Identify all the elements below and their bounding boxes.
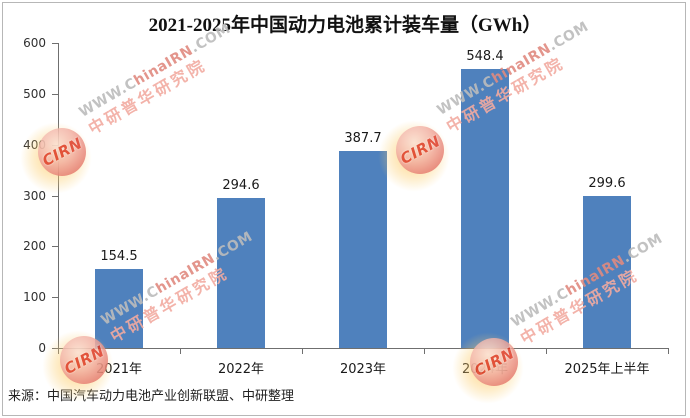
watermark-glow [20, 122, 92, 194]
y-axis-tick [52, 43, 58, 44]
x-axis-line [58, 348, 669, 349]
bar-value-label: 548.4 [466, 49, 504, 64]
bar-value-label: 294.6 [222, 178, 260, 193]
y-axis-line [58, 43, 59, 349]
cirn-logo-icon: CIRN [38, 128, 86, 176]
x-axis-label: 2021年 [95, 362, 143, 377]
source-note: 来源：中国汽车动力电池产业创新联盟、中研整理 [8, 389, 295, 404]
bar-value-label: 299.6 [588, 176, 626, 191]
y-axis-label: 100 [23, 290, 46, 304]
y-axis-tick [52, 297, 58, 298]
cirn-logo-text: CIRN [396, 132, 444, 168]
x-axis-tick [180, 349, 181, 354]
y-axis-label: 200 [23, 239, 46, 253]
x-axis-tick [302, 349, 303, 354]
watermark-glow [378, 120, 450, 192]
y-axis-tick [52, 94, 58, 95]
y-axis-label: 0 [38, 341, 46, 355]
y-axis-label: 400 [23, 138, 46, 152]
bar [339, 151, 387, 348]
watermark-text: WWW.ChinaIRN.COM 中研普华研究院 [76, 20, 244, 138]
y-axis-tick [52, 196, 58, 197]
x-axis-tick [668, 349, 669, 354]
y-axis-tick [52, 246, 58, 247]
y-axis-label: 300 [23, 189, 46, 203]
x-axis-tick [546, 349, 547, 354]
bar-value-label: 154.5 [100, 249, 138, 264]
x-axis-tick [424, 349, 425, 354]
x-axis-label: 2023年 [339, 362, 387, 377]
cirn-logo-icon: CIRN [396, 126, 444, 174]
y-axis-tick [52, 145, 58, 146]
bar [461, 69, 509, 348]
chart-title: 2021-2025年中国动力电池累计装车量（GWh） [148, 15, 542, 36]
bar [583, 196, 631, 348]
x-axis-label: 2025年上半年 [564, 362, 650, 377]
bar [217, 198, 265, 348]
watermark-cn-text: 中研普华研究院 [85, 55, 210, 139]
x-axis-tick [58, 349, 59, 354]
bar [95, 269, 143, 348]
x-axis-label: 2022年 [217, 362, 265, 377]
bar-value-label: 387.7 [344, 131, 382, 146]
x-axis-label: 2024年 [461, 362, 509, 377]
y-axis-label: 600 [23, 36, 46, 50]
y-axis-label: 500 [23, 87, 46, 101]
